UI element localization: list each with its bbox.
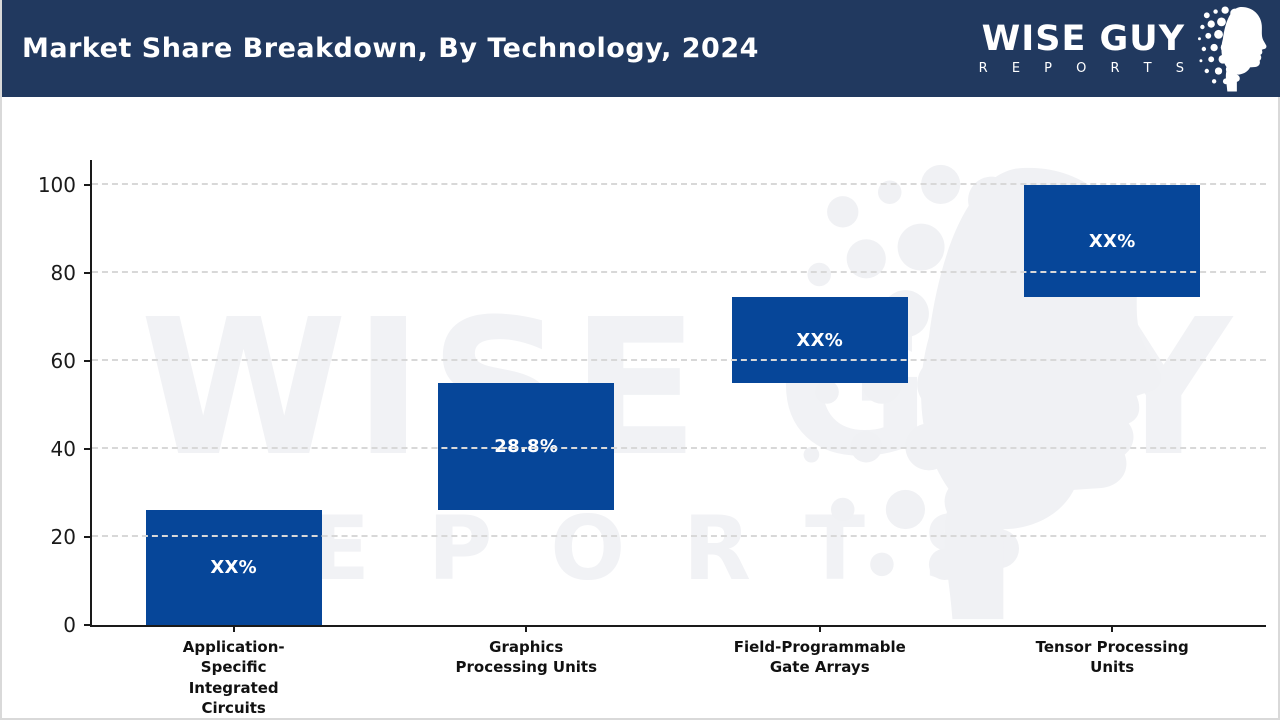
bar-1[interactable]: XX% [145, 509, 322, 625]
x-axis-category-label-line: Specific [200, 658, 267, 677]
y-axis-tick-mark [84, 360, 92, 363]
y-axis-tick-label: 60 [50, 349, 76, 374]
y-axis-tick-label: 80 [50, 261, 76, 286]
y-axis-tick-mark [84, 448, 92, 451]
y-axis-tick-label: 0 [63, 613, 76, 637]
x-axis-category-label-line: Integrated [188, 678, 279, 697]
logo-text: WISE GUY R E P O R T S [973, 18, 1194, 76]
x-axis-category-label-line: Circuits [201, 698, 266, 717]
gridline [92, 535, 1266, 538]
logo-wordmark: WISE GUY [981, 18, 1186, 59]
x-axis-tick-mark [525, 625, 528, 632]
x-axis-category-label-line: Units [1090, 658, 1135, 677]
x-axis-tick-mark [1111, 625, 1114, 632]
y-axis-tick-label: 100 [37, 173, 76, 198]
x-axis-category-label-line: Field-Programmable [733, 638, 906, 656]
bar-value-label: XX% [796, 329, 844, 351]
gridline [92, 271, 1266, 274]
bar-value-label: XX% [1088, 230, 1136, 252]
gridline [92, 447, 1266, 450]
plot-area: 0 20 40 60 80 100 XX% 28.8% XX% XX% Application- Sp… [38, 160, 1266, 717]
y-axis-tick-mark [84, 184, 92, 187]
bar-3[interactable]: XX% [731, 297, 908, 384]
y-axis-tick-mark [84, 536, 92, 539]
header-bar: Market Share Breakdown, By Technology, 2… [2, 0, 1280, 97]
bar-value-label: XX% [210, 556, 258, 578]
y-axis-tick-mark [84, 272, 92, 275]
gridline [92, 359, 1266, 362]
gridline [92, 183, 1266, 186]
x-axis-category-label-line: Graphics [489, 638, 564, 656]
logo-head-icon [1198, 5, 1267, 92]
y-axis-tick-mark [84, 624, 92, 626]
logo-subtitle: R E P O R T S [978, 60, 1194, 76]
chart-title: Market Share Breakdown, By Technology, 2… [22, 33, 759, 64]
x-axis-category-label-line: Gate Arrays [769, 658, 870, 677]
x-axis-category-label-line: Application- [182, 638, 285, 656]
bar-value-label: 28.8% [494, 435, 559, 457]
y-axis-tick-label: 20 [50, 525, 76, 550]
wise-guy-reports-logo: WISE GUY R E P O R T S [973, 5, 1280, 93]
x-axis-category-label: Tensor Processing Units [1036, 637, 1189, 678]
x-axis-category-label: Application- Specific Integrated Circuits [183, 637, 285, 718]
x-axis-category-label-line: Tensor Processing [1035, 638, 1189, 656]
y-axis-tick-label: 40 [50, 437, 76, 462]
x-axis-tick-mark [232, 625, 235, 632]
x-axis-category-label-line: Processing Units [455, 658, 598, 677]
x-axis-category-label: Field-Programmable Gate Arrays [734, 637, 906, 678]
x-axis-category-label: Graphics Processing Units [456, 637, 598, 678]
bar-2[interactable]: 28.8% [438, 383, 615, 510]
bar-4[interactable]: XX% [1024, 185, 1201, 298]
x-axis-tick-mark [818, 625, 821, 632]
